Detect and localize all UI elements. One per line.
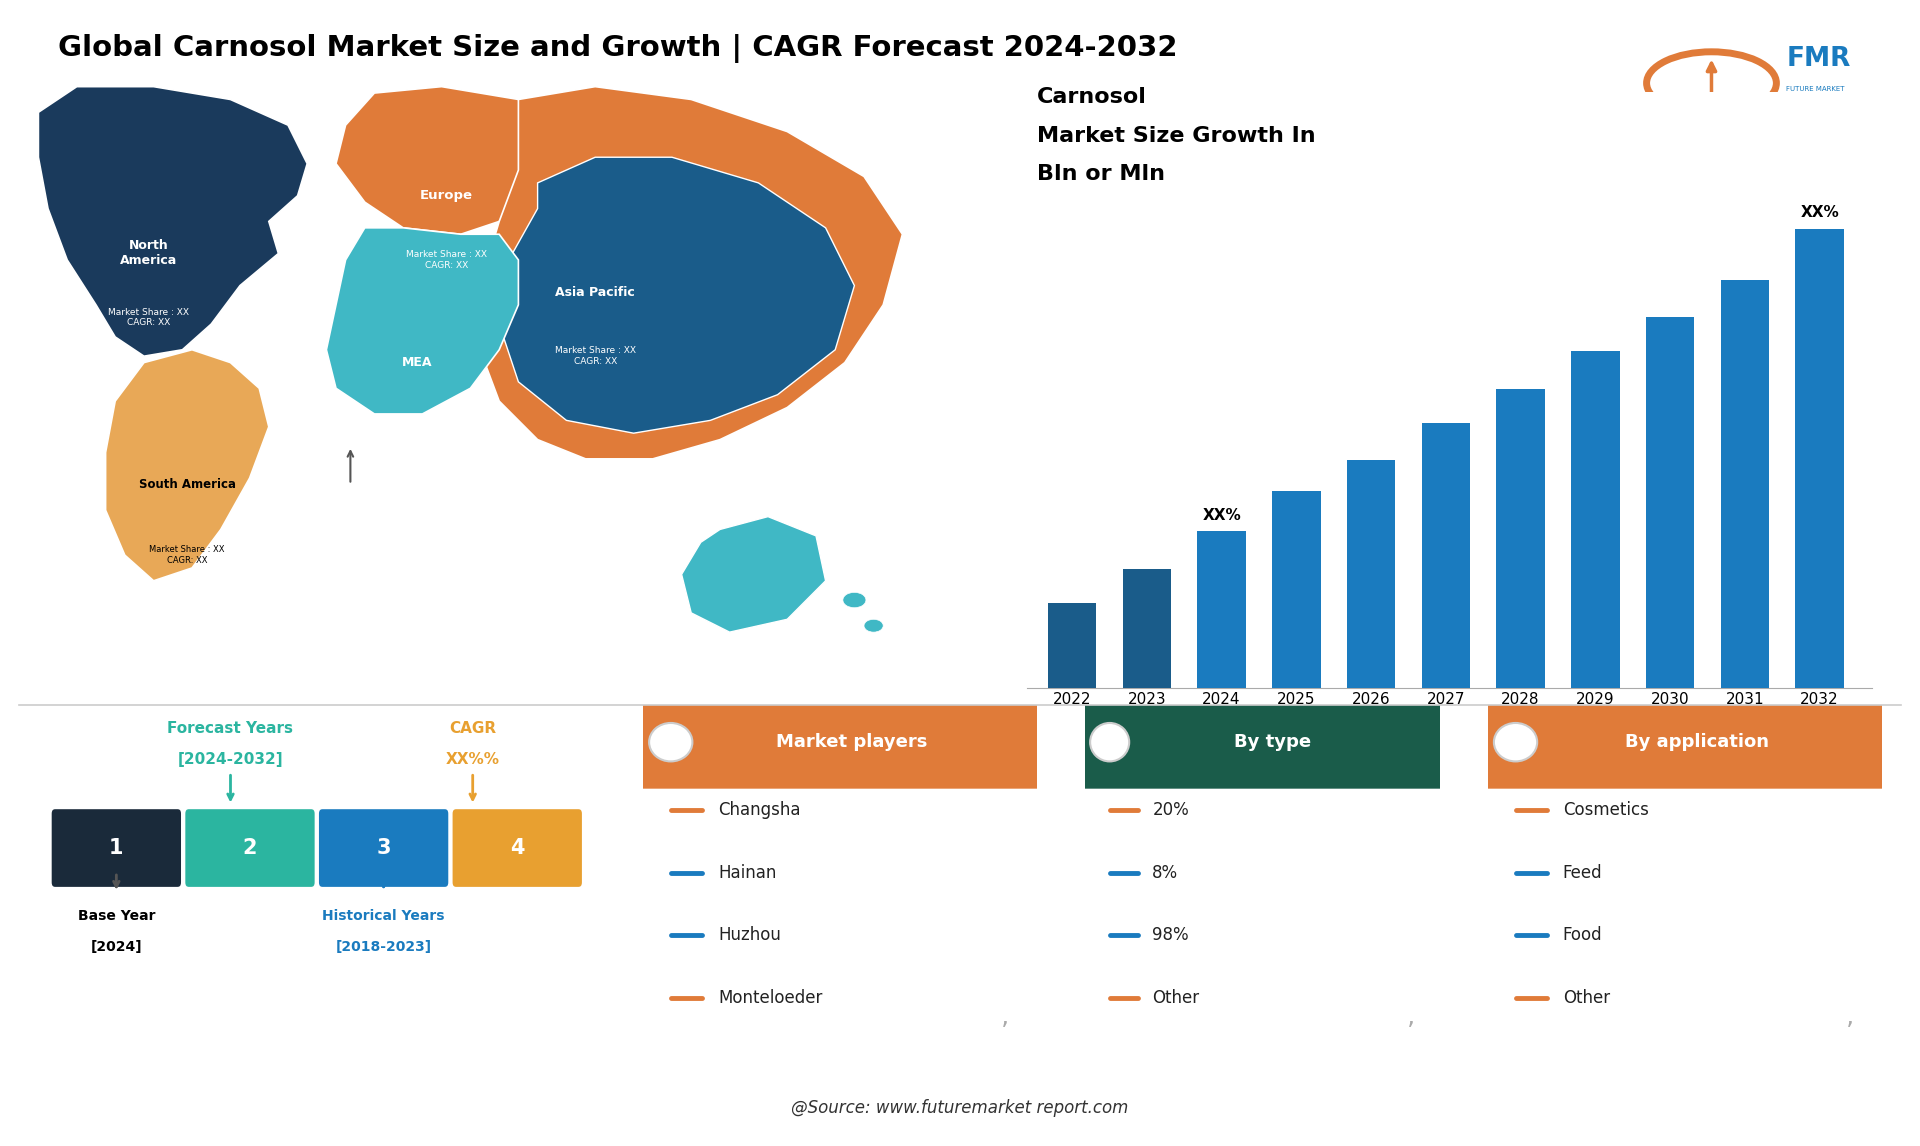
Text: Cosmetics: Cosmetics (1563, 801, 1649, 818)
Polygon shape (106, 350, 269, 581)
Text: XX%: XX% (1202, 508, 1240, 523)
Text: Global Carnosol Market Size and Growth | CAGR Forecast 2024-2032: Global Carnosol Market Size and Growth |… (58, 34, 1177, 63)
Bar (1123, 568, 1171, 688)
Text: Europe: Europe (420, 189, 472, 202)
Bar (1346, 460, 1396, 688)
Text: Other: Other (1563, 989, 1609, 1007)
Bar (1795, 229, 1843, 688)
Text: Asia Pacific: Asia Pacific (555, 285, 636, 298)
Text: Hainan: Hainan (718, 864, 776, 881)
Text: Other: Other (1152, 989, 1200, 1007)
Text: 8%: 8% (1152, 864, 1179, 881)
Bar (1720, 280, 1768, 688)
Text: By application: By application (1624, 733, 1768, 751)
Text: 2: 2 (242, 838, 257, 858)
Text: @Source: www.futuremarket report.com: @Source: www.futuremarket report.com (791, 1099, 1129, 1117)
Text: ’: ’ (1000, 1020, 1010, 1044)
FancyBboxPatch shape (50, 808, 182, 888)
Text: CAGR: CAGR (449, 721, 495, 736)
Text: [2018-2023]: [2018-2023] (336, 940, 432, 955)
Text: Market players: Market players (776, 733, 927, 751)
Bar (1496, 388, 1546, 688)
Text: 20%: 20% (1152, 801, 1188, 818)
Text: [2024]: [2024] (90, 940, 142, 955)
Text: Forecast Years: Forecast Years (167, 721, 294, 736)
Text: Monteloeder: Monteloeder (718, 989, 822, 1007)
Circle shape (1091, 723, 1129, 761)
Text: Market Share : XX
CAGR: XX: Market Share : XX CAGR: XX (150, 545, 225, 565)
Text: Market Share : XX
CAGR: XX: Market Share : XX CAGR: XX (555, 346, 636, 366)
Text: MEA: MEA (403, 356, 432, 369)
Text: Bln or Mln: Bln or Mln (1037, 164, 1165, 183)
Bar (1048, 603, 1096, 688)
Text: Huzhou: Huzhou (718, 926, 781, 944)
Text: Market Size Growth In: Market Size Growth In (1037, 126, 1315, 146)
Text: Changsha: Changsha (718, 801, 801, 818)
Polygon shape (38, 87, 307, 356)
Polygon shape (326, 228, 518, 414)
Text: 4: 4 (511, 838, 524, 858)
FancyBboxPatch shape (628, 696, 1052, 788)
Text: FMR: FMR (1786, 46, 1851, 72)
Text: Base Year: Base Year (77, 909, 156, 924)
Text: REPORT: REPORT (1786, 102, 1814, 108)
Circle shape (1494, 723, 1538, 761)
Text: Feed: Feed (1563, 864, 1603, 881)
Bar (1571, 352, 1620, 688)
Polygon shape (499, 157, 854, 433)
Text: Market Share : XX
CAGR: XX: Market Share : XX CAGR: XX (108, 308, 190, 328)
Bar (1198, 532, 1246, 688)
Text: South America: South America (138, 478, 236, 490)
Text: 98%: 98% (1152, 926, 1188, 944)
Text: North
America: North America (121, 240, 177, 267)
Text: [2024-2032]: [2024-2032] (179, 752, 284, 767)
Circle shape (843, 592, 866, 607)
FancyBboxPatch shape (1071, 696, 1453, 788)
Text: By type: By type (1235, 733, 1311, 751)
Circle shape (649, 723, 693, 761)
Text: 3: 3 (376, 838, 392, 858)
Polygon shape (682, 517, 826, 633)
Bar (1273, 490, 1321, 688)
Text: 1: 1 (109, 838, 123, 858)
Bar (1421, 423, 1471, 688)
Text: Historical Years: Historical Years (323, 909, 445, 924)
FancyBboxPatch shape (451, 808, 584, 888)
Text: XX%: XX% (1801, 205, 1839, 220)
Circle shape (864, 619, 883, 633)
FancyBboxPatch shape (184, 808, 315, 888)
Text: ’: ’ (1845, 1020, 1855, 1044)
Polygon shape (480, 87, 902, 458)
Text: ’: ’ (1407, 1020, 1415, 1044)
FancyBboxPatch shape (319, 808, 449, 888)
Text: FUTURE MARKET: FUTURE MARKET (1786, 86, 1845, 92)
Text: Market Share : XX
CAGR: XX: Market Share : XX CAGR: XX (380, 417, 455, 437)
Text: Carnosol: Carnosol (1037, 87, 1146, 107)
Text: Market Share : XX
CAGR: XX: Market Share : XX CAGR: XX (405, 250, 488, 269)
Polygon shape (336, 87, 576, 234)
Bar (1645, 317, 1695, 688)
FancyBboxPatch shape (1473, 696, 1897, 788)
Text: XX%%: XX%% (445, 752, 499, 767)
Text: Food: Food (1563, 926, 1603, 944)
